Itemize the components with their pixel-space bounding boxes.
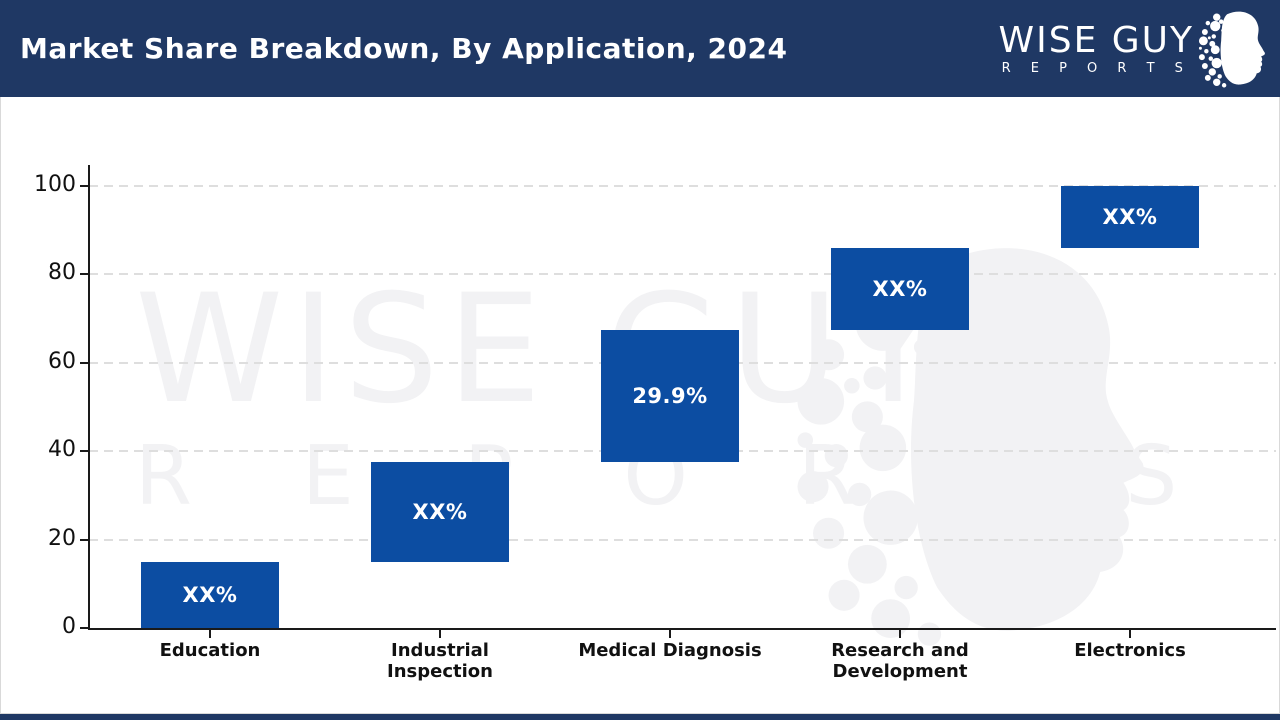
y-axis-tick [80,185,88,187]
bar-research-and-development: XX% [831,247,969,330]
bar-medical-diagnosis: 29.9% [601,329,739,463]
gridline [89,538,1276,541]
footer-bar [0,714,1280,720]
bar-electronics: XX% [1061,186,1199,248]
bar-value-label: XX% [412,499,468,524]
logo-subtitle: R E P O R T S [1001,60,1191,76]
y-tick-label: 20 [48,525,76,551]
y-axis-tick [80,627,88,629]
x-axis-tick [439,630,441,638]
logo-wordmark: WISE GUY [998,19,1194,61]
bar-value-label: XX% [1102,204,1158,229]
y-tick-label: 0 [62,614,76,639]
x-axis-tick [899,630,901,638]
y-axis-line [88,165,90,630]
header-bar: Market Share Breakdown, By Application, … [0,0,1280,97]
y-tick-label: 80 [48,260,76,286]
x-category-label: Medical Diagnosis [578,640,762,661]
bottom-border-line [0,713,1280,714]
logo-head-icon [1198,11,1265,88]
y-tick-label: 60 [48,348,76,374]
page-title: Market Share Breakdown, By Application, … [20,32,788,65]
gridline [89,273,1276,276]
gridline [89,185,1276,187]
x-category-label: Industrial Inspection [387,640,493,682]
y-axis-tick [80,361,88,364]
bar-value-label: 29.9% [632,383,708,408]
x-category-label: Education [159,640,261,661]
x-category-label: Electronics [1074,640,1186,661]
y-axis-tick [80,538,88,541]
bar-industrial-inspection: XX% [371,462,509,562]
bar-value-label: XX% [182,582,238,607]
bar-education: XX% [141,561,279,628]
x-category-label: Research and Development [831,640,969,682]
wise-guy-reports-logo: WISE GUY R E P O R T S [999,6,1271,92]
x-axis-line [88,628,1276,630]
logo-text: WISE GUY R E P O R T S [998,19,1195,77]
y-tick-label: 40 [48,437,76,463]
y-axis-tick [80,273,88,276]
bar-value-label: XX% [872,276,928,301]
x-axis-tick [209,630,211,638]
x-axis-tick [669,630,671,638]
y-axis-tick [80,450,88,453]
x-axis-tick [1129,630,1131,638]
y-tick-label: 100 [34,172,76,197]
